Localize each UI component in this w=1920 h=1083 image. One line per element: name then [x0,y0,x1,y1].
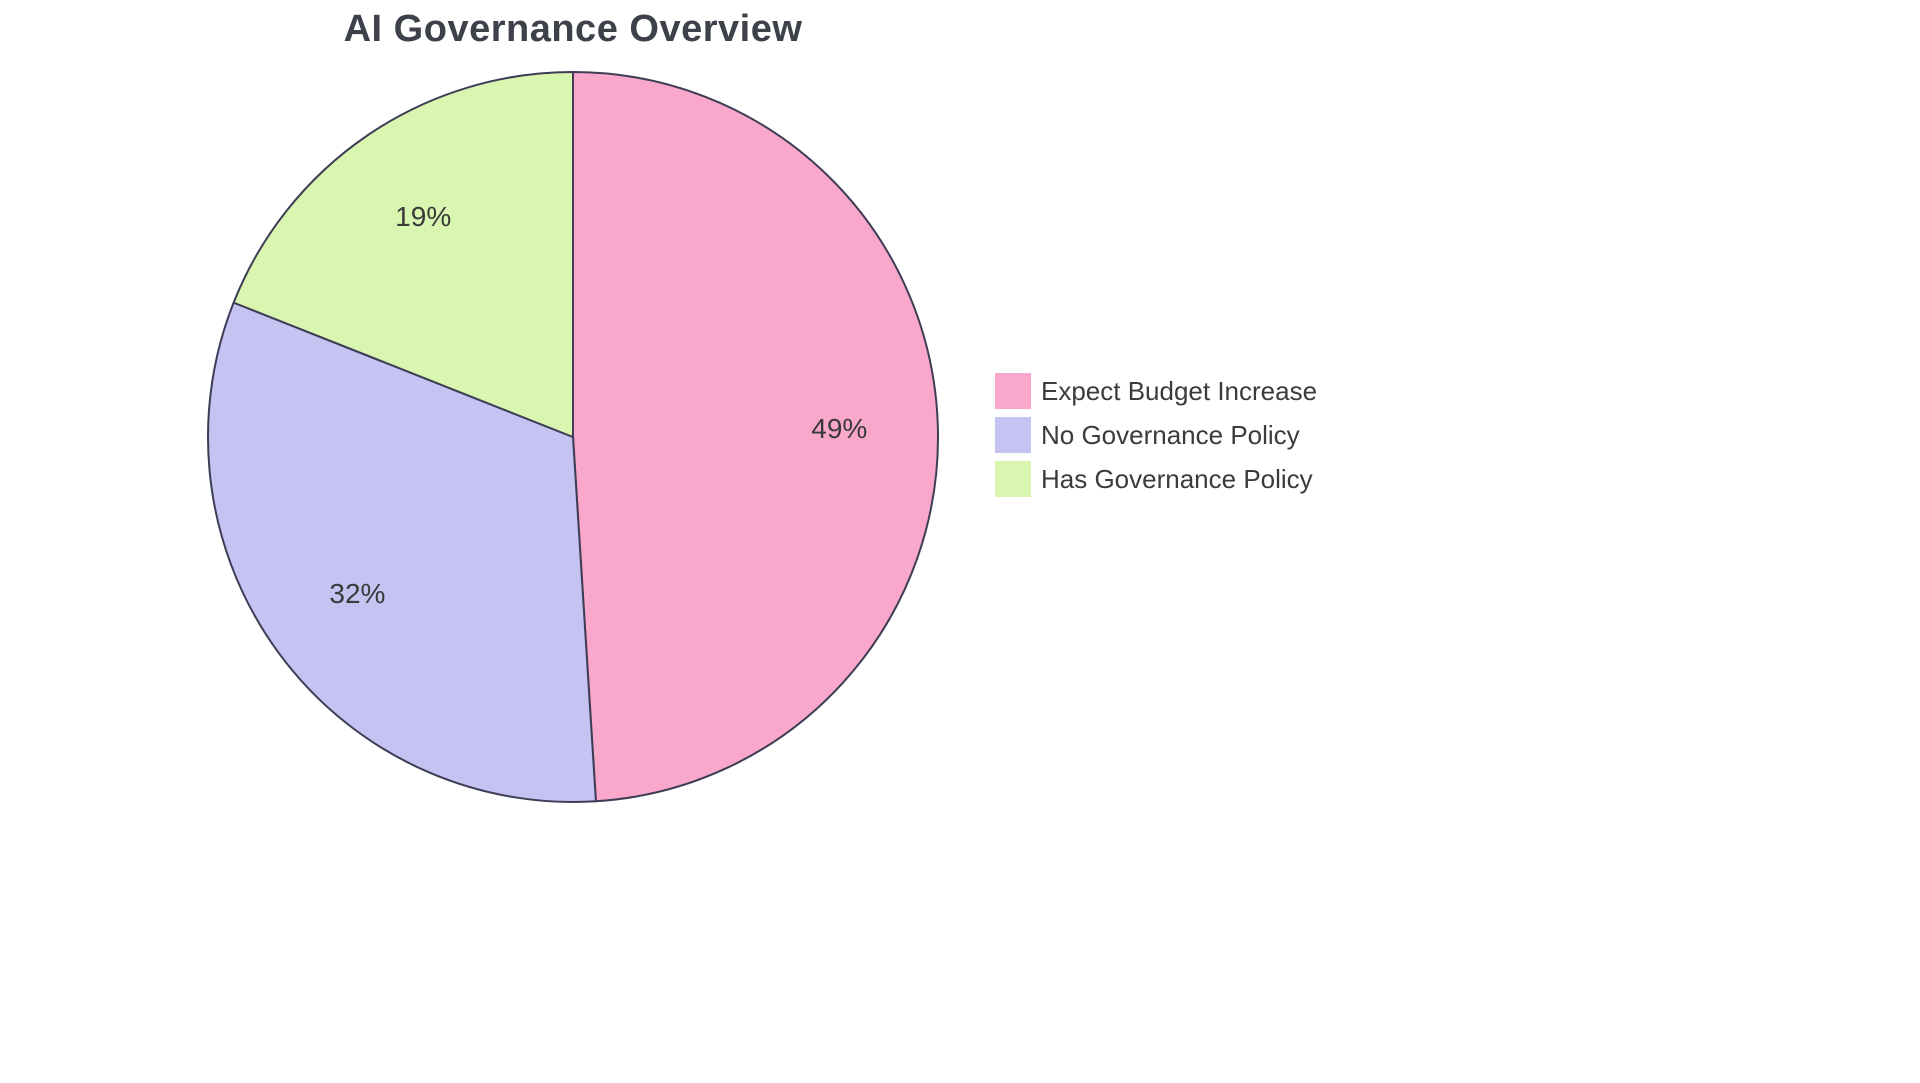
legend-item-1: No Governance Policy [995,417,1317,453]
slice-label-0: 49% [811,413,867,444]
legend-item-2: Has Governance Policy [995,461,1317,497]
legend-swatch-1 [995,417,1031,453]
slice-label-2: 19% [395,201,451,232]
legend-label-0: Expect Budget Increase [1041,375,1318,406]
legend-label-2: Has Governance Policy [1041,463,1313,494]
chart-title: AI Governance Overview [343,8,803,50]
legend-swatch-2 [995,461,1031,497]
legend-item-0: Expect Budget Increase [995,373,1317,409]
legend-label-1: No Governance Policy [1041,419,1300,450]
pie-slice-2 [232,71,574,438]
pie-slice-1 [207,301,597,803]
pie-slice-0 [572,71,939,803]
slice-label-1: 32% [329,578,385,609]
legend-swatch-0 [995,373,1031,409]
chart-legend: Expect Budget Increase No Governance Poli… [995,373,1317,497]
